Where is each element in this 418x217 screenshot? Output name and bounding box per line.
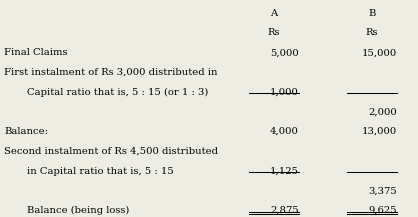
Text: Capital ratio that is, 5 : 15 (or 1 : 3): Capital ratio that is, 5 : 15 (or 1 : 3) bbox=[27, 88, 209, 97]
Text: Rs: Rs bbox=[366, 28, 378, 37]
Text: Final Claims: Final Claims bbox=[4, 48, 68, 57]
Text: 3,375: 3,375 bbox=[368, 186, 397, 195]
Text: 15,000: 15,000 bbox=[362, 48, 397, 57]
Text: Balance (being loss): Balance (being loss) bbox=[27, 206, 130, 215]
Text: Rs: Rs bbox=[268, 28, 280, 37]
Text: Second instalment of Rs 4,500 distributed: Second instalment of Rs 4,500 distribute… bbox=[4, 147, 218, 156]
Text: 1,125: 1,125 bbox=[270, 167, 299, 176]
Text: A: A bbox=[270, 9, 278, 18]
Text: 4,000: 4,000 bbox=[270, 127, 299, 136]
Text: 5,000: 5,000 bbox=[270, 48, 299, 57]
Text: 1,000: 1,000 bbox=[270, 88, 299, 97]
Text: 9,625: 9,625 bbox=[369, 206, 397, 215]
Text: 2,000: 2,000 bbox=[368, 107, 397, 116]
Text: 2,875: 2,875 bbox=[270, 206, 299, 215]
Text: First instalment of Rs 3,000 distributed in: First instalment of Rs 3,000 distributed… bbox=[4, 68, 218, 77]
Text: B: B bbox=[368, 9, 376, 18]
Text: 13,000: 13,000 bbox=[362, 127, 397, 136]
Text: in Capital ratio that is, 5 : 15: in Capital ratio that is, 5 : 15 bbox=[27, 167, 174, 176]
Text: Balance:: Balance: bbox=[4, 127, 48, 136]
